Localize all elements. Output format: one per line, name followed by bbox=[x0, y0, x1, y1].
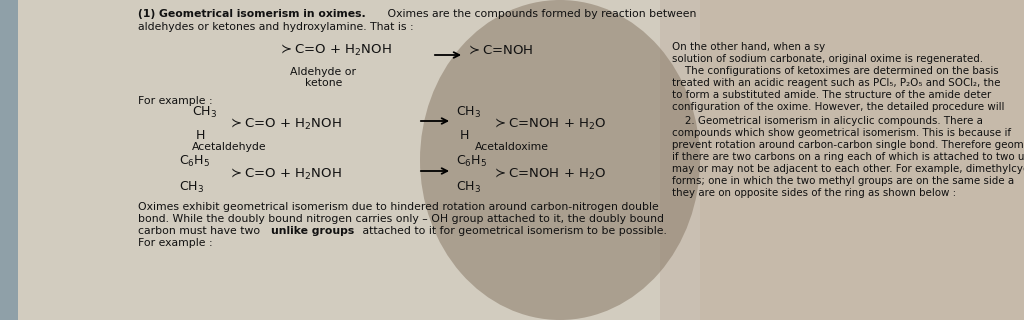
Text: 2. Geometrical isomerism in alicyclic compounds. There a: 2. Geometrical isomerism in alicyclic co… bbox=[672, 116, 983, 126]
Bar bbox=[660, 0, 1024, 320]
Text: $\succ$C=NOH: $\succ$C=NOH bbox=[466, 43, 534, 56]
Text: $\succ$C=O + H$_2$NOH: $\succ$C=O + H$_2$NOH bbox=[228, 167, 342, 182]
Text: Acetaldehyde: Acetaldehyde bbox=[193, 142, 266, 152]
Text: C$_6$H$_5$: C$_6$H$_5$ bbox=[456, 154, 487, 169]
Text: carbon must have two: carbon must have two bbox=[138, 226, 263, 236]
Text: Oximes are the compounds formed by reaction between: Oximes are the compounds formed by react… bbox=[384, 9, 696, 19]
Text: attached to it for geometrical isomerism to be possible.: attached to it for geometrical isomerism… bbox=[359, 226, 667, 236]
Text: Aldehyde or: Aldehyde or bbox=[290, 67, 356, 77]
Text: H: H bbox=[196, 129, 206, 142]
Text: $\succ$C=NOH + H$_2$O: $\succ$C=NOH + H$_2$O bbox=[492, 167, 606, 182]
Text: $\succ$C=O + H$_2$NOH: $\succ$C=O + H$_2$NOH bbox=[278, 43, 392, 58]
Text: For example :: For example : bbox=[138, 238, 213, 248]
Text: configuration of the oxime. However, the detailed procedure will: configuration of the oxime. However, the… bbox=[672, 102, 1005, 112]
Text: $\succ$C=NOH + H$_2$O: $\succ$C=NOH + H$_2$O bbox=[492, 117, 606, 132]
Text: $\succ$C=O + H$_2$NOH: $\succ$C=O + H$_2$NOH bbox=[228, 117, 342, 132]
Bar bbox=[700, 0, 1024, 320]
Text: Acetaldoxime: Acetaldoxime bbox=[475, 142, 549, 152]
Text: CH$_3$: CH$_3$ bbox=[179, 180, 204, 195]
Text: to form a substituted amide. The structure of the amide deter: to form a substituted amide. The structu… bbox=[672, 90, 991, 100]
Text: CH$_3$: CH$_3$ bbox=[456, 180, 481, 195]
Text: For example :: For example : bbox=[138, 96, 213, 106]
Text: may or may not be adjacent to each other. For example, dimethylcyc: may or may not be adjacent to each other… bbox=[672, 164, 1024, 174]
Text: CH$_3$: CH$_3$ bbox=[193, 105, 217, 120]
Text: (1) Geometrical isomerism in oximes.: (1) Geometrical isomerism in oximes. bbox=[138, 9, 366, 19]
Text: compounds which show geometrical isomerism. This is because if: compounds which show geometrical isomeri… bbox=[672, 128, 1011, 138]
Text: CH$_3$: CH$_3$ bbox=[456, 105, 481, 120]
Text: On the other hand, when a sy: On the other hand, when a sy bbox=[672, 42, 825, 52]
Text: C$_6$H$_5$: C$_6$H$_5$ bbox=[179, 154, 210, 169]
Text: ketone: ketone bbox=[305, 78, 342, 88]
Text: they are on opposite sides of the ring as shown below :: they are on opposite sides of the ring a… bbox=[672, 188, 956, 198]
Text: forms; one in which the two methyl groups are on the same side a: forms; one in which the two methyl group… bbox=[672, 176, 1014, 186]
Text: treated with an acidic reagent such as PCl₅, P₂O₅ and SOCl₂, the: treated with an acidic reagent such as P… bbox=[672, 78, 1000, 88]
Text: H: H bbox=[460, 129, 469, 142]
Text: The configurations of ketoximes are determined on the basis: The configurations of ketoximes are dete… bbox=[672, 66, 998, 76]
Text: solution of sodium carbonate, original oxime is regenerated.: solution of sodium carbonate, original o… bbox=[672, 54, 983, 64]
Text: if there are two carbons on a ring each of which is attached to two u: if there are two carbons on a ring each … bbox=[672, 152, 1024, 162]
Text: prevent rotation around carbon-carbon single bond. Therefore geom: prevent rotation around carbon-carbon si… bbox=[672, 140, 1024, 150]
Ellipse shape bbox=[420, 0, 700, 320]
Text: bond. While the doubly bound nitrogen carries only – OH group attached to it, th: bond. While the doubly bound nitrogen ca… bbox=[138, 214, 664, 224]
Text: unlike groups: unlike groups bbox=[271, 226, 354, 236]
Bar bbox=[0, 0, 18, 320]
Text: aldehydes or ketones and hydroxylamine. That is :: aldehydes or ketones and hydroxylamine. … bbox=[138, 22, 414, 32]
Text: Oximes exhibit geometrical isomerism due to hindered rotation around carbon-nitr: Oximes exhibit geometrical isomerism due… bbox=[138, 202, 658, 212]
